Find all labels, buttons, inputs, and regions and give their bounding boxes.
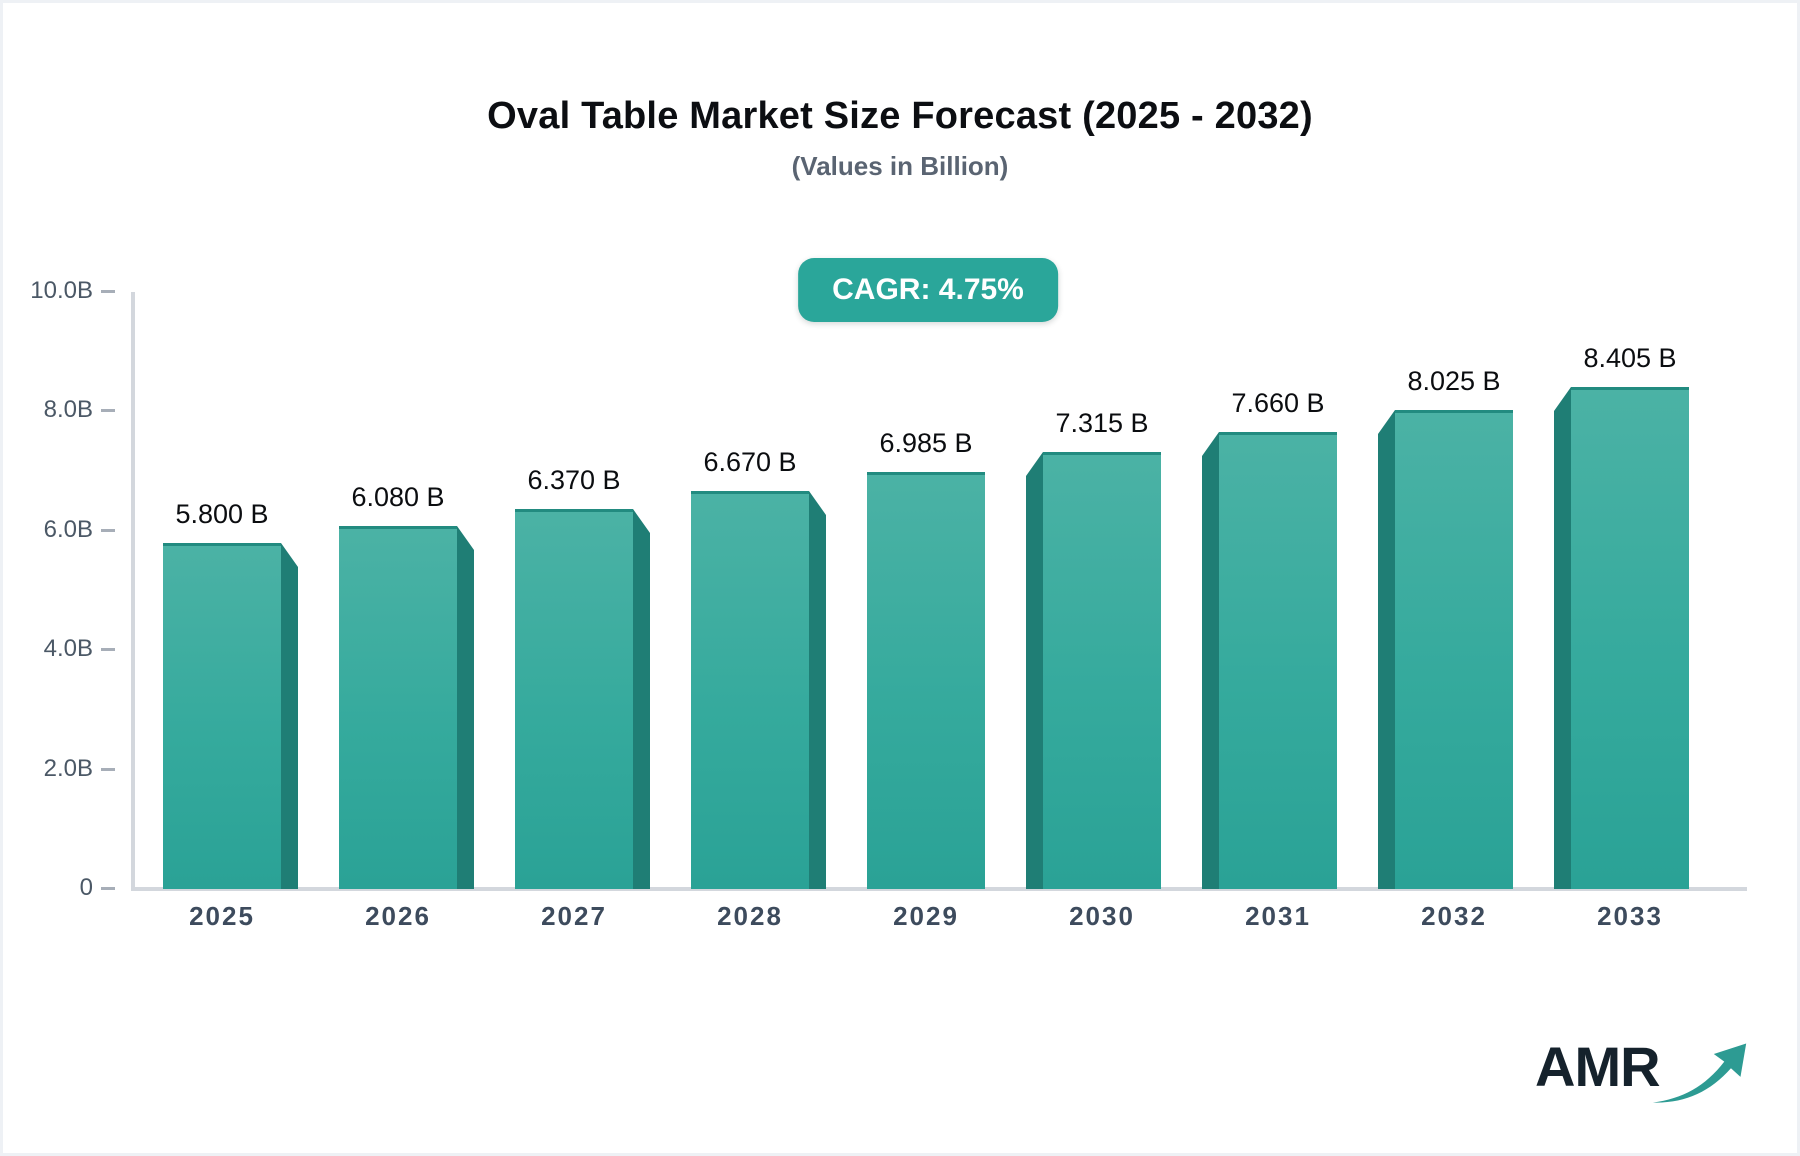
bar-2031[interactable]	[1219, 432, 1337, 889]
y-axis-line	[131, 292, 135, 889]
x-axis-label-2032: 2032	[1421, 901, 1487, 931]
cagr-badge: CAGR: 4.75%	[798, 258, 1058, 322]
y-axis-tick	[101, 648, 115, 651]
bar-value-label-2030: 7.315 B	[1055, 408, 1149, 438]
y-axis-tick-label: 0	[79, 874, 93, 901]
bar-side-2031	[1202, 432, 1219, 889]
bar-side-2032	[1378, 410, 1395, 889]
bar-2033[interactable]	[1571, 387, 1689, 889]
y-axis-tick	[101, 409, 115, 412]
bar-value-label-2027: 6.370 B	[527, 465, 621, 495]
bar-2025[interactable]	[163, 543, 281, 889]
bar-value-label-2029: 6.985 B	[879, 428, 973, 458]
x-axis-label-2030: 2030	[1069, 901, 1135, 931]
x-axis-label-2028: 2028	[717, 901, 783, 931]
y-axis-tick-label: 10.0B	[30, 277, 93, 304]
bar-value-label-2026: 6.080 B	[351, 482, 445, 512]
amr-logo-text: AMR	[1535, 1035, 1661, 1098]
bar-2026[interactable]	[339, 526, 457, 889]
y-axis-tick	[101, 887, 115, 890]
y-axis-tick	[101, 529, 115, 532]
chart-title: Oval Table Market Size Forecast (2025 - …	[487, 95, 1313, 137]
bar-side-2027	[633, 509, 650, 889]
x-axis-label-2029: 2029	[893, 901, 959, 931]
bar-value-label-2033: 8.405 B	[1583, 343, 1677, 373]
bar-2030[interactable]	[1043, 452, 1161, 889]
x-axis-label-2027: 2027	[541, 901, 607, 931]
amr-logo: AMR	[1535, 1039, 1750, 1112]
bar-value-label-2032: 8.025 B	[1407, 366, 1501, 396]
x-axis-label-2025: 2025	[189, 901, 255, 931]
chart-subtitle: (Values in Billion)	[791, 151, 1009, 181]
bar-side-2033	[1554, 387, 1571, 889]
bar-side-2025	[281, 543, 298, 889]
bar-side-2030	[1026, 452, 1043, 889]
y-axis-tick-label: 4.0B	[43, 635, 93, 662]
y-axis-tick-label: 6.0B	[43, 516, 93, 543]
growth-arrow-icon	[1650, 1041, 1750, 1112]
bar-value-label-2025: 5.800 B	[175, 499, 269, 529]
bar-side-2026	[457, 526, 474, 889]
bar-side-2028	[809, 491, 826, 889]
y-axis-tick	[101, 768, 115, 771]
bar-2027[interactable]	[515, 509, 633, 889]
bar-2029[interactable]	[867, 472, 985, 889]
x-axis-label-2033: 2033	[1597, 901, 1663, 931]
y-axis-tick	[101, 290, 115, 293]
x-axis-baseline	[131, 887, 1747, 891]
x-axis-label-2026: 2026	[365, 901, 431, 931]
x-axis-label-2031: 2031	[1245, 901, 1311, 931]
bar-value-label-2028: 6.670 B	[703, 447, 797, 477]
bar-2028[interactable]	[691, 491, 809, 889]
bar-value-label-2031: 7.660 B	[1231, 388, 1325, 418]
y-axis-tick-label: 8.0B	[43, 396, 93, 423]
y-axis-tick-label: 2.0B	[43, 755, 93, 782]
bar-2032[interactable]	[1395, 410, 1513, 889]
